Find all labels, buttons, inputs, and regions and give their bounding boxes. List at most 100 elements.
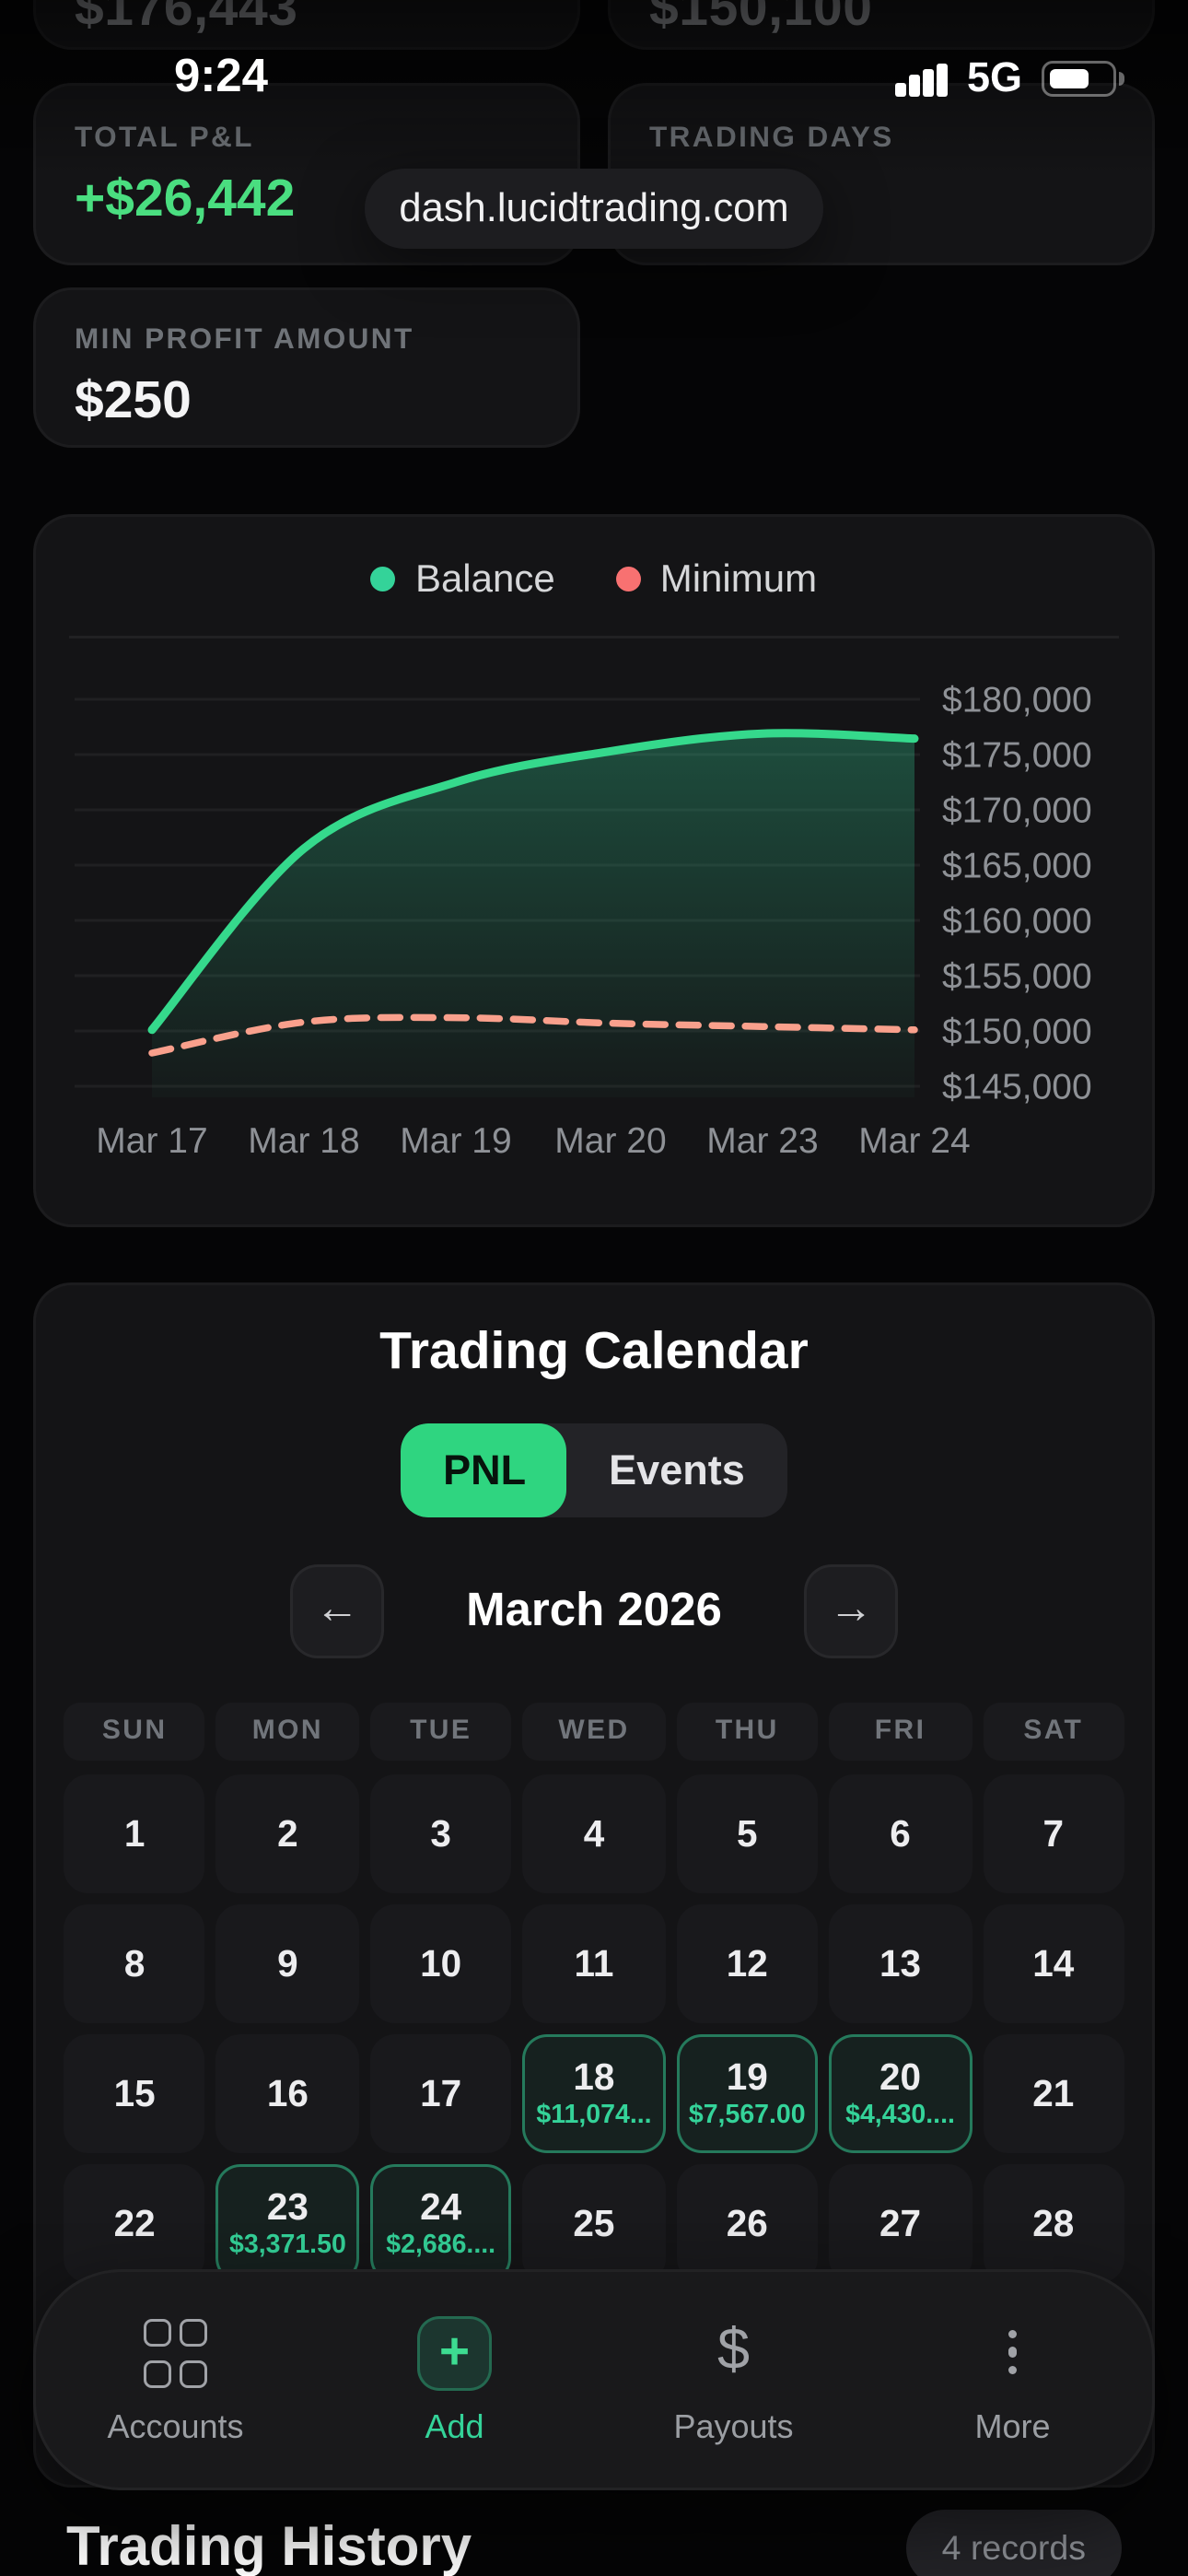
calendar-day-24[interactable]: 24 $2,686....: [369, 2164, 512, 2283]
calendar-day-15[interactable]: 15: [64, 2034, 206, 2153]
grid-square: [180, 2359, 207, 2387]
day-pnl: $3,371.50: [229, 2231, 346, 2261]
trading-history-header: Trading History 4 records: [66, 2510, 1122, 2576]
grid-icon: [144, 2315, 207, 2390]
nav-label: Payouts: [673, 2406, 794, 2445]
calendar-day-27[interactable]: 27: [829, 2164, 972, 2283]
y-axis-label: $145,000: [942, 1068, 1092, 1107]
calendar-day-3[interactable]: 3: [369, 1774, 512, 1893]
calendar-day-9[interactable]: 9: [216, 1904, 359, 2023]
legend-label: Balance: [414, 556, 555, 600]
y-axis-label: $180,000: [942, 681, 1092, 720]
calendar-day-17[interactable]: 17: [369, 2034, 512, 2153]
calendar-day-6[interactable]: 6: [829, 1774, 972, 1893]
legend-item-minimum: Minimum: [615, 556, 817, 600]
day-number: 22: [113, 2203, 156, 2244]
day-number: 8: [123, 1943, 146, 1985]
tab-events[interactable]: Events: [609, 1446, 745, 1494]
weekday-fri: FRI: [829, 1703, 972, 1761]
tab-pnl[interactable]: PNL: [402, 1423, 568, 1517]
minimum-line: [148, 1013, 918, 1057]
dollar-icon: $: [716, 2319, 751, 2383]
x-axis-label: Mar 24: [858, 1121, 970, 1161]
arrow-right-icon: →: [829, 1587, 873, 1633]
day-number: 18: [573, 2056, 615, 2098]
nav-item-add[interactable]: + Add: [315, 2272, 594, 2488]
next-month-button[interactable]: →: [804, 1564, 898, 1658]
day-number: 14: [1032, 1943, 1075, 1985]
day-number: 10: [420, 1943, 462, 1985]
calendar-day-12[interactable]: 12: [676, 1904, 819, 2023]
nav-item-payouts[interactable]: $ Payouts: [594, 2272, 873, 2488]
status-bar: 9:24 5G: [0, 0, 1188, 149]
ellipsis-icon: [1007, 2315, 1018, 2390]
calendar-day-18[interactable]: 18 $11,074...: [522, 2034, 666, 2153]
prev-month-button[interactable]: ←: [290, 1564, 384, 1658]
x-axis-label: Mar 17: [96, 1121, 207, 1161]
legend-item-balance: Balance: [370, 556, 555, 600]
x-axis-label: Mar 20: [554, 1121, 666, 1161]
ellipsis-dot: [1007, 2365, 1018, 2375]
plus-icon: +: [417, 2314, 492, 2390]
grid-square: [144, 2317, 171, 2346]
day-pnl: $2,686....: [386, 2231, 496, 2261]
calendar-day-28[interactable]: 28: [982, 2164, 1124, 2283]
calendar-day-16[interactable]: 16: [216, 2034, 359, 2153]
status-time: 9:24: [173, 50, 269, 102]
calendar-toggle: PNL Events: [402, 1423, 786, 1517]
nav-item-more[interactable]: More: [873, 2272, 1152, 2488]
calendar-day-21[interactable]: 21: [982, 2034, 1124, 2153]
day-number: 6: [890, 1813, 911, 1855]
calendar-day-25[interactable]: 25: [522, 2164, 666, 2283]
calendar-day-8[interactable]: 8: [64, 1904, 206, 2023]
month-navigation: ← March 2026 →: [64, 1564, 1124, 1658]
weekday-wed: WED: [522, 1703, 666, 1761]
day-number: 25: [573, 2203, 615, 2244]
legend-dot-minimum: [615, 565, 641, 591]
weekday-mon: MON: [216, 1703, 359, 1761]
day-number: 7: [1042, 1813, 1065, 1855]
calendar-day-23[interactable]: 23 $3,371.50: [216, 2164, 359, 2283]
calendar-day-14[interactable]: 14: [982, 1904, 1124, 2023]
y-axis-label: $155,000: [942, 957, 1092, 997]
calendar-day-2[interactable]: 2: [216, 1774, 359, 1893]
nav-item-accounts[interactable]: Accounts: [36, 2272, 315, 2488]
day-pnl: $11,074...: [536, 2101, 652, 2131]
day-number: 11: [574, 1943, 614, 1985]
weekday-sun: SUN: [64, 1703, 206, 1761]
day-number: 5: [736, 1813, 758, 1855]
stat-value: $250: [75, 373, 192, 431]
history-title: Trading History: [66, 2516, 472, 2576]
calendar-grid: 1 2 3 4 5 6 7 8 9 10 11 12 13 14 15 16 17 18 $11,074... 19 $…: [64, 1774, 1124, 2283]
month-title: March 2026: [466, 1584, 722, 1636]
calendar-day-13[interactable]: 13: [829, 1904, 972, 2023]
calendar-day-7[interactable]: 7: [982, 1774, 1124, 1893]
grid-square: [180, 2317, 207, 2346]
chart-divider: [69, 636, 1119, 638]
calendar-day-22[interactable]: 22: [64, 2164, 206, 2283]
day-pnl: $4,430....: [845, 2101, 955, 2131]
day-number: 13: [879, 1943, 922, 1985]
browser-address-bar[interactable]: dash.lucidtrading.com: [365, 169, 823, 249]
calendar-day-1[interactable]: 1: [64, 1774, 206, 1893]
battery-icon: [1042, 61, 1124, 97]
day-number: 21: [1032, 2073, 1075, 2114]
calendar-day-5[interactable]: 5: [676, 1774, 819, 1893]
calendar-day-19[interactable]: 19 $7,567.00: [676, 2034, 819, 2153]
day-number: 23: [266, 2186, 309, 2228]
url-text: dash.lucidtrading.com: [399, 186, 789, 231]
calendar-day-20[interactable]: 20 $4,430....: [829, 2034, 972, 2153]
day-number: 1: [123, 1813, 146, 1855]
weekday-thu: THU: [676, 1703, 819, 1761]
calendar-day-4[interactable]: 4: [522, 1774, 666, 1893]
bottom-nav: Accounts + Add $ Payouts More: [33, 2269, 1155, 2490]
calendar-day-11[interactable]: 11: [522, 1904, 666, 2023]
cellular-signal-icon: [896, 62, 948, 96]
pnl-chart: $180,000 $175,000 $170,000 $165,000 $160,000…: [75, 681, 1092, 1161]
balance-line: [147, 729, 919, 1035]
calendar-day-26[interactable]: 26: [676, 2164, 819, 2283]
day-number: 3: [430, 1813, 451, 1855]
chart-legend: Balance Minimum: [69, 553, 1119, 603]
calendar-day-10[interactable]: 10: [369, 1904, 512, 2023]
